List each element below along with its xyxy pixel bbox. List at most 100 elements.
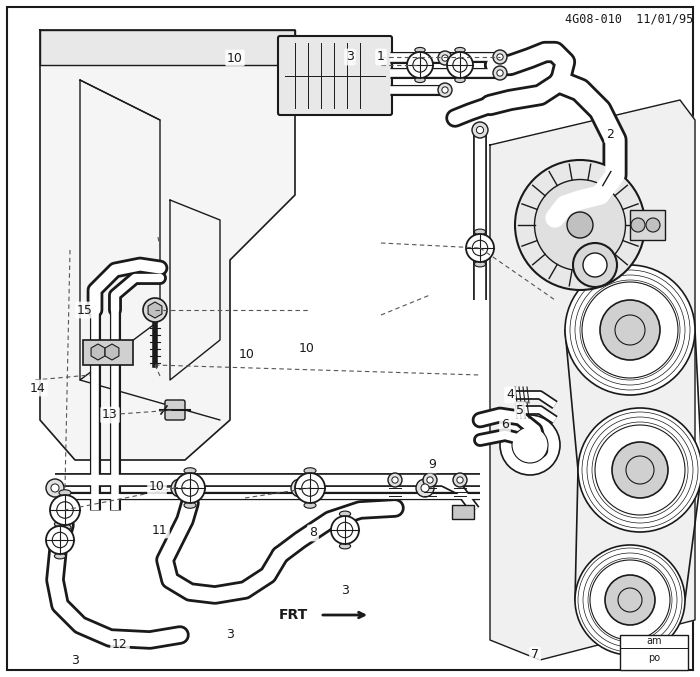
Ellipse shape — [184, 468, 196, 474]
Circle shape — [612, 442, 668, 498]
Bar — [452, 505, 474, 519]
Text: 10: 10 — [239, 349, 255, 362]
Text: 13: 13 — [102, 408, 118, 422]
Circle shape — [565, 265, 695, 395]
Ellipse shape — [415, 77, 425, 83]
Circle shape — [493, 50, 507, 64]
Text: 1: 1 — [377, 51, 385, 64]
Circle shape — [442, 55, 448, 61]
Circle shape — [583, 253, 607, 277]
Circle shape — [438, 51, 452, 65]
Text: am: am — [646, 636, 662, 646]
Text: 4: 4 — [506, 389, 514, 401]
Circle shape — [493, 66, 507, 80]
Circle shape — [295, 473, 325, 503]
Circle shape — [631, 218, 645, 232]
Circle shape — [567, 212, 593, 238]
Ellipse shape — [475, 229, 486, 235]
Circle shape — [176, 484, 184, 492]
Text: 10: 10 — [227, 51, 243, 64]
Circle shape — [407, 52, 433, 78]
Ellipse shape — [415, 47, 425, 53]
Circle shape — [600, 300, 660, 360]
Text: 3: 3 — [226, 628, 234, 642]
Circle shape — [497, 70, 503, 76]
Circle shape — [605, 575, 655, 625]
Ellipse shape — [184, 502, 196, 508]
Circle shape — [413, 58, 427, 72]
Circle shape — [453, 58, 467, 72]
Circle shape — [438, 83, 452, 97]
Ellipse shape — [59, 489, 71, 496]
Circle shape — [473, 240, 488, 256]
Circle shape — [388, 473, 402, 487]
Bar — [630, 210, 665, 240]
Text: 8: 8 — [309, 527, 317, 540]
Circle shape — [595, 425, 685, 515]
Circle shape — [447, 52, 473, 78]
Ellipse shape — [304, 468, 316, 474]
Text: 6: 6 — [501, 418, 509, 431]
Circle shape — [573, 243, 617, 287]
Ellipse shape — [340, 511, 351, 517]
Circle shape — [457, 477, 463, 483]
Circle shape — [626, 456, 654, 484]
Circle shape — [57, 502, 74, 519]
Text: 4G08-010  11/01/95: 4G08-010 11/01/95 — [565, 12, 693, 25]
Circle shape — [512, 427, 548, 463]
FancyBboxPatch shape — [165, 400, 185, 420]
Circle shape — [182, 480, 198, 496]
Circle shape — [337, 522, 353, 538]
Text: 15: 15 — [77, 303, 93, 317]
Circle shape — [52, 532, 68, 548]
Text: 11: 11 — [152, 523, 168, 536]
Circle shape — [175, 473, 205, 503]
Text: 14: 14 — [30, 382, 46, 395]
Circle shape — [421, 484, 429, 492]
Circle shape — [302, 480, 318, 496]
Ellipse shape — [455, 47, 466, 53]
Circle shape — [171, 479, 189, 497]
Text: po: po — [648, 653, 660, 663]
Bar — [620, 635, 688, 670]
Ellipse shape — [340, 544, 351, 549]
Polygon shape — [40, 30, 295, 460]
Circle shape — [51, 484, 59, 492]
Circle shape — [646, 218, 660, 232]
Circle shape — [416, 479, 434, 497]
Circle shape — [497, 54, 503, 60]
Circle shape — [515, 160, 645, 290]
Text: 7: 7 — [531, 649, 539, 661]
Circle shape — [296, 484, 304, 492]
Circle shape — [578, 408, 700, 532]
Text: 12: 12 — [112, 638, 128, 651]
Ellipse shape — [55, 553, 66, 559]
Circle shape — [590, 560, 670, 640]
Circle shape — [575, 545, 685, 655]
Circle shape — [442, 87, 448, 93]
Text: 5: 5 — [516, 403, 524, 416]
Circle shape — [618, 588, 642, 612]
Circle shape — [331, 516, 359, 544]
Text: 3: 3 — [346, 51, 354, 64]
Circle shape — [143, 298, 167, 322]
Ellipse shape — [55, 521, 66, 527]
Circle shape — [423, 473, 437, 487]
Polygon shape — [490, 100, 695, 660]
Circle shape — [477, 127, 484, 133]
Circle shape — [472, 122, 488, 138]
Text: 9: 9 — [428, 458, 436, 471]
Circle shape — [453, 473, 467, 487]
FancyBboxPatch shape — [278, 36, 392, 115]
Circle shape — [466, 234, 494, 262]
Circle shape — [46, 479, 64, 497]
Circle shape — [615, 315, 645, 345]
Text: 3: 3 — [341, 584, 349, 596]
Circle shape — [535, 179, 626, 271]
Circle shape — [46, 526, 74, 554]
Circle shape — [500, 415, 560, 475]
Text: 10: 10 — [299, 341, 315, 355]
Text: 2: 2 — [606, 129, 614, 141]
Text: 10: 10 — [149, 481, 165, 494]
Ellipse shape — [475, 261, 486, 267]
